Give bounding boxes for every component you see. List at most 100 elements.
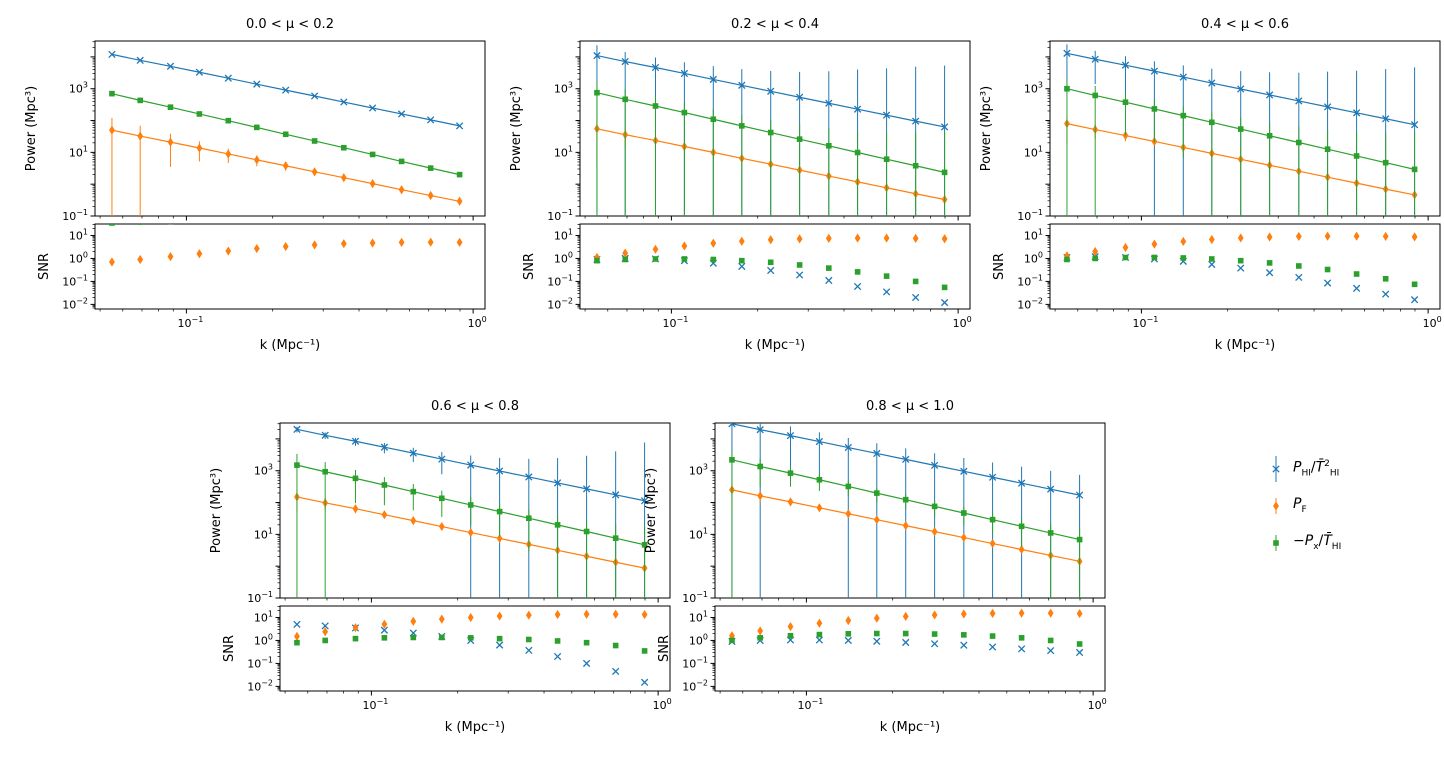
snr-axes-frame: [1049, 223, 1441, 310]
tick-label: 100: [1088, 697, 1107, 712]
tick-label: 103: [689, 463, 708, 478]
panel-5-chart: 0.8 < μ < 1.0 10−1 101 103 Power (Mpc³) 10−2 1…: [644, 399, 1107, 735]
tick-label: 10−2: [1017, 296, 1043, 311]
x-axis-label: k (Mpc⁻¹): [880, 720, 941, 735]
snr-axes-frame: [714, 605, 1106, 692]
snr-series-diamond: [109, 237, 463, 267]
tick-label: 10−1: [682, 655, 708, 670]
snr-axis-label: SNR: [992, 253, 1007, 280]
tick-label: 101: [554, 144, 573, 159]
snr-plot-area: [728, 608, 1084, 657]
power-plot-area: [593, 45, 949, 216]
tick-label: 10−1: [247, 590, 273, 605]
panel-title: 0.0 < μ < 0.2: [246, 17, 334, 32]
tick-label: 10−2: [247, 678, 273, 693]
legend-item-p-x: −Px/T̄HI: [1263, 524, 1439, 561]
snr-series-x: [728, 636, 1084, 657]
legend: PHI/T̄2HI PF −Px/T̄HI: [1263, 450, 1439, 561]
snr-series-square: [294, 634, 648, 654]
power-plot-area: [728, 423, 1084, 598]
tick-label: 10−2: [547, 296, 573, 311]
snr-plot-area: [593, 233, 949, 307]
legend-label: −Px/T̄HI: [1293, 533, 1342, 552]
tick-label: 101: [689, 609, 708, 624]
power-axes-frame: [1049, 40, 1441, 217]
power-series-square: [729, 450, 1083, 598]
tick-label: 101: [1024, 227, 1043, 242]
power-axis-label: Power (Mpc³): [509, 86, 524, 171]
tick-label: 10−2: [682, 678, 708, 693]
legend-marker-square-icon: [1273, 534, 1279, 551]
panel-title: 0.6 < μ < 0.8: [431, 399, 519, 414]
panel-2-chart: 0.2 < μ < 0.4 10−1 101 103 Power (Mpc³) 10−2 1…: [509, 17, 972, 353]
legend-label: PF: [1293, 496, 1307, 515]
legend-marker-diamond-icon: [1273, 497, 1279, 514]
power-axis-label: Power (Mpc³): [24, 86, 39, 171]
panel-title: 0.4 < μ < 0.6: [1201, 17, 1289, 32]
panel-3-chart: 0.4 < μ < 0.6 10−1 101 103 Power (Mpc³) 10−2 1…: [979, 17, 1442, 353]
power-axis-label: Power (Mpc³): [209, 468, 224, 553]
tick-label: 10−1: [682, 590, 708, 605]
power-series-x: [108, 50, 464, 130]
panel-title: 0.2 < μ < 0.4: [731, 17, 819, 32]
tick-label: 100: [1024, 250, 1043, 265]
tick-label: 101: [69, 227, 88, 242]
snr-axes-frame: [94, 223, 486, 310]
snr-axes-frame: [579, 223, 971, 310]
power-series-diamond: [109, 117, 463, 216]
power-series-square: [294, 453, 648, 598]
x-axis-label: k (Mpc⁻¹): [260, 338, 321, 353]
tick-label: 10−1: [1133, 315, 1159, 330]
tick-label: 101: [554, 227, 573, 242]
tick-label: 100: [468, 315, 487, 330]
tick-label: 103: [69, 81, 88, 96]
snr-series-square: [109, 224, 174, 226]
snr-series-diamond: [1064, 231, 1418, 261]
tick-label: 100: [254, 632, 273, 647]
tick-label: 10−1: [247, 655, 273, 670]
snr-plot-area: [108, 224, 463, 267]
tick-label: 10−1: [1017, 273, 1043, 288]
tick-label: 10−1: [547, 208, 573, 223]
tick-label: 100: [1423, 315, 1442, 330]
snr-axis-label: SNR: [522, 253, 537, 280]
tick-label: 103: [254, 463, 273, 478]
power-axes-frame: [94, 40, 486, 217]
panel-1-chart: 0.0 < μ < 0.2 10−1 101 103 Power (Mpc³) 10−2 1…: [24, 17, 487, 353]
power-axes-frame: [279, 422, 671, 599]
snr-axis-label: SNR: [37, 253, 52, 280]
tick-label: 10−1: [547, 273, 573, 288]
x-axis-label: k (Mpc⁻¹): [445, 720, 506, 735]
tick-label: 100: [953, 315, 972, 330]
tick-label: 10−1: [62, 273, 88, 288]
power-axes-frame: [714, 422, 1106, 599]
tick-label: 103: [1024, 81, 1043, 96]
tick-label: 100: [653, 697, 672, 712]
snr-series-diamond: [594, 233, 948, 263]
tick-label: 100: [689, 632, 708, 647]
tick-label: 101: [254, 609, 273, 624]
legend-label: PHI/T̄2HI: [1293, 458, 1340, 479]
snr-plot-area: [293, 609, 649, 687]
legend-marker-x-icon: [1272, 455, 1280, 482]
tick-label: 10−2: [62, 296, 88, 311]
power-plot-area: [1063, 44, 1419, 216]
snr-plot-area: [1063, 231, 1419, 304]
tick-label: 100: [554, 250, 573, 265]
tick-label: 10−1: [363, 697, 389, 712]
power-axis-label: Power (Mpc³): [979, 86, 994, 171]
panel-4-chart: 0.6 < μ < 0.8 10−1 101 103 Power (Mpc³) 10−2 1…: [209, 399, 672, 735]
snr-series-square: [594, 256, 948, 291]
power-plot-area: [293, 425, 649, 598]
panel-title: 0.8 < μ < 1.0: [866, 399, 954, 414]
tick-label: 101: [1024, 144, 1043, 159]
tick-label: 103: [554, 81, 573, 96]
power-series-x: [728, 423, 1084, 598]
tick-label: 10−1: [1017, 208, 1043, 223]
tick-label: 101: [69, 144, 88, 159]
legend-item-p-hi: PHI/T̄2HI: [1263, 450, 1439, 487]
x-axis-label: k (Mpc⁻¹): [745, 338, 806, 353]
tick-label: 10−1: [178, 315, 204, 330]
power-series-square: [109, 90, 463, 178]
